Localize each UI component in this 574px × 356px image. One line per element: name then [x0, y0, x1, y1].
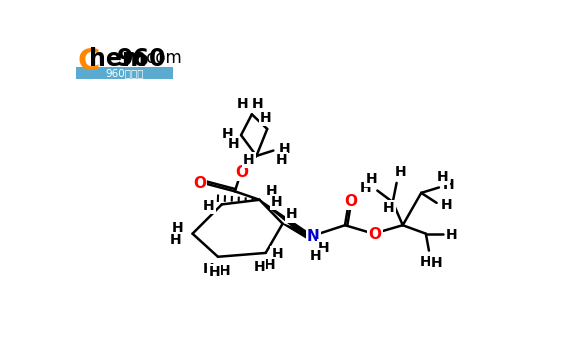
Text: H: H	[170, 233, 181, 247]
Text: H: H	[360, 181, 371, 195]
Text: H: H	[437, 170, 449, 184]
Text: O: O	[193, 176, 206, 191]
Text: H: H	[431, 256, 443, 270]
Text: H: H	[279, 142, 291, 156]
Text: H: H	[310, 249, 321, 263]
Text: .com: .com	[142, 49, 183, 67]
Text: O: O	[369, 227, 382, 242]
Text: H: H	[222, 127, 233, 141]
Text: H: H	[286, 208, 298, 221]
Text: H: H	[236, 96, 249, 111]
Text: H: H	[276, 153, 287, 167]
Text: H: H	[383, 201, 395, 215]
Text: H: H	[443, 178, 454, 192]
Text: H: H	[317, 241, 329, 255]
Bar	[76, 67, 173, 79]
Text: H: H	[243, 153, 254, 167]
Text: N: N	[307, 229, 320, 244]
Bar	[76, 45, 173, 77]
Text: H: H	[252, 96, 264, 111]
Text: H: H	[271, 195, 282, 209]
Text: H: H	[394, 165, 406, 179]
Text: H: H	[419, 255, 431, 269]
Text: H: H	[446, 228, 458, 242]
Text: O: O	[344, 194, 357, 209]
Text: hem: hem	[90, 47, 147, 71]
Text: H: H	[203, 199, 215, 213]
Polygon shape	[259, 200, 311, 239]
Text: H: H	[227, 137, 239, 151]
Text: O: O	[235, 164, 249, 179]
Text: H: H	[218, 264, 230, 278]
Text: H: H	[272, 247, 283, 261]
Text: H: H	[265, 184, 277, 198]
Text: H: H	[208, 265, 220, 279]
Text: H: H	[260, 111, 272, 125]
Text: 960化工网: 960化工网	[105, 68, 144, 78]
Text: H: H	[366, 172, 377, 186]
Text: H: H	[441, 198, 452, 212]
Text: C: C	[78, 47, 100, 75]
Text: H: H	[263, 258, 276, 272]
Text: H: H	[203, 262, 215, 276]
Text: H: H	[171, 220, 183, 235]
Text: H: H	[254, 260, 265, 274]
Polygon shape	[282, 224, 311, 239]
Text: 960: 960	[117, 47, 166, 71]
